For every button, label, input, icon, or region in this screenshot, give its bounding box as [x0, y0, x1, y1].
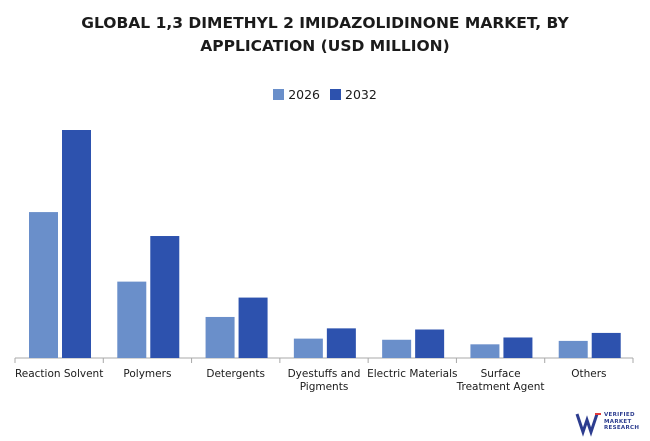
legend-label-2032: 2032	[345, 87, 377, 102]
vmr-logo-icon	[575, 413, 601, 437]
chart-title: GLOBAL 1,3 DIMETHYL 2 IMIDAZOLIDINONE MA…	[0, 12, 650, 58]
chart-title-line-1: GLOBAL 1,3 DIMETHYL 2 IMIDAZOLIDINONE MA…	[81, 14, 569, 32]
bar-2026-dyestuffs-and-pigments	[293, 338, 323, 358]
x-tick-label: Surface Treatment Agent	[456, 368, 545, 393]
bar-2032-surface-treatment-agent	[503, 337, 533, 358]
bar-2032-polymers	[150, 236, 180, 358]
vmr-logo-text: VERIFIED MARKET RESEARCH	[604, 412, 640, 431]
bar-2026-surface-treatment-agent	[470, 344, 500, 358]
legend-swatch-2026	[273, 89, 285, 100]
bar-2026-electric-materials	[382, 339, 412, 358]
chart-title-line-2: APPLICATION (USD MILLION)	[200, 37, 450, 55]
bar-2032-reaction-solvent	[62, 130, 91, 358]
x-tick-label: Dyestuffs and Pigments	[288, 368, 361, 393]
legend-label-2026: 2026	[288, 87, 320, 102]
x-tick-label: Polymers	[123, 368, 171, 380]
x-tick-label: Electric Materials	[367, 368, 457, 380]
bar-2032-others	[591, 332, 621, 358]
bar-2026-polymers	[117, 281, 147, 358]
vmr-logo: VERIFIED MARKET RESEARCH	[574, 406, 646, 438]
x-tick-label: Reaction Solvent	[15, 368, 103, 380]
x-tick-label: Detergents	[206, 368, 265, 380]
legend-swatch-2032	[330, 89, 341, 100]
x-tick-label: Others	[571, 368, 606, 380]
legend-item-2026: 2026	[273, 87, 320, 102]
bar-2032-dyestuffs-and-pigments	[326, 328, 356, 358]
bar-2032-electric-materials	[415, 329, 445, 358]
bar-2026-reaction-solvent	[29, 212, 58, 358]
legend-item-2032: 2032	[330, 87, 377, 102]
legend: 2026 2032	[0, 87, 650, 102]
bar-2032-detergents	[238, 297, 268, 358]
bar-2026-detergents	[205, 316, 235, 358]
bar-2026-others	[558, 340, 588, 358]
